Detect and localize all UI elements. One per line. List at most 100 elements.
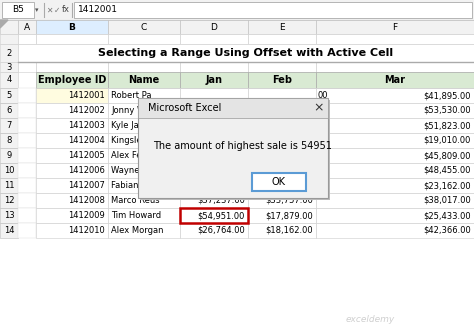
Text: E: E (279, 23, 285, 32)
Bar (180, 72, 248, 88)
Bar (108, 133, 180, 148)
Bar (18, 178, 36, 193)
Bar (0, 103, 18, 118)
Bar (18, 20, 36, 34)
Text: Marco Reus: Marco Reus (111, 196, 160, 205)
Bar (0, 44, 18, 62)
Bar (0, 208, 18, 223)
Bar (180, 208, 248, 223)
Bar (248, 20, 316, 34)
Text: 1412004: 1412004 (68, 136, 105, 145)
Text: $33,757.00: $33,757.00 (265, 196, 313, 205)
Text: $38,017.00: $38,017.00 (423, 196, 471, 205)
Text: 00: 00 (318, 136, 328, 145)
Bar (0, 72, 18, 88)
Bar (180, 88, 248, 103)
Bar (316, 133, 474, 148)
Text: 1412001: 1412001 (68, 91, 105, 100)
Bar (180, 223, 248, 238)
Bar (74, 2, 472, 18)
Text: 1412007: 1412007 (68, 181, 105, 190)
Bar (0, 178, 18, 193)
Bar (248, 34, 316, 44)
Bar (248, 72, 316, 88)
Bar (138, 98, 328, 118)
Bar (108, 72, 180, 88)
Bar (18, 163, 36, 178)
Bar (316, 208, 474, 223)
Bar (0, 148, 18, 163)
Bar (180, 20, 248, 34)
Bar (0, 34, 18, 44)
Text: $48,455.00: $48,455.00 (423, 166, 471, 175)
Text: 00: 00 (318, 106, 328, 115)
Bar (316, 20, 474, 34)
Bar (18, 208, 36, 223)
Bar (248, 148, 316, 163)
Text: C: C (141, 23, 147, 32)
Bar (18, 103, 36, 118)
Polygon shape (0, 20, 8, 28)
Bar (0, 193, 18, 208)
Bar (248, 178, 316, 193)
Bar (248, 103, 316, 118)
Bar (0, 62, 18, 72)
Bar (108, 62, 180, 72)
Text: $41,895.00: $41,895.00 (423, 91, 471, 100)
Bar (316, 103, 474, 118)
Text: $40,578.00: $40,578.00 (197, 181, 245, 190)
Bar (36, 88, 108, 103)
Bar (36, 103, 108, 118)
Text: 4: 4 (6, 75, 12, 85)
Text: ✓: ✓ (54, 6, 60, 15)
Bar (316, 163, 474, 178)
Bar (108, 148, 180, 163)
Text: $25,433.00: $25,433.00 (423, 211, 471, 220)
Text: Fabian Schar: Fabian Schar (111, 181, 165, 190)
Bar (248, 163, 316, 178)
Text: 00: 00 (318, 121, 328, 130)
Text: Robert Pa: Robert Pa (111, 91, 152, 100)
Bar (180, 163, 248, 178)
Bar (0, 223, 18, 238)
Bar (0, 133, 18, 148)
Text: 1412003: 1412003 (68, 121, 105, 130)
Bar (108, 163, 180, 178)
Text: 11: 11 (4, 181, 14, 190)
Bar (108, 223, 180, 238)
Bar (316, 72, 474, 88)
Text: 10: 10 (4, 166, 14, 175)
Text: 1412001: 1412001 (78, 6, 118, 15)
Text: $17,879.00: $17,879.00 (265, 211, 313, 220)
Text: $23,162.00: $23,162.00 (423, 181, 471, 190)
Bar (0, 163, 18, 178)
Bar (18, 148, 36, 163)
Bar (316, 62, 474, 72)
Text: 00: 00 (318, 166, 328, 175)
Text: $53,530.00: $53,530.00 (423, 106, 471, 115)
Text: Alex Fergu: Alex Fergu (111, 151, 155, 160)
Text: $26,764.00: $26,764.00 (197, 226, 245, 235)
Text: $42,366.00: $42,366.00 (423, 226, 471, 235)
Bar (0, 118, 18, 133)
Text: B5: B5 (12, 6, 24, 15)
Text: D: D (210, 23, 218, 32)
Text: ✕: ✕ (46, 6, 52, 15)
Bar (36, 72, 108, 88)
Bar (18, 133, 36, 148)
Text: 8: 8 (6, 136, 12, 145)
Bar (180, 103, 248, 118)
Bar (36, 193, 108, 208)
Text: 00: 00 (318, 151, 328, 160)
Bar (0, 20, 18, 34)
Bar (18, 193, 36, 208)
Bar (316, 34, 474, 44)
Text: 6: 6 (6, 106, 12, 115)
Bar (316, 178, 474, 193)
Text: ▾: ▾ (35, 7, 39, 13)
Text: 1412008: 1412008 (68, 196, 105, 205)
Bar (36, 34, 108, 44)
Bar (18, 223, 36, 238)
Bar (180, 34, 248, 44)
Bar (138, 98, 328, 198)
